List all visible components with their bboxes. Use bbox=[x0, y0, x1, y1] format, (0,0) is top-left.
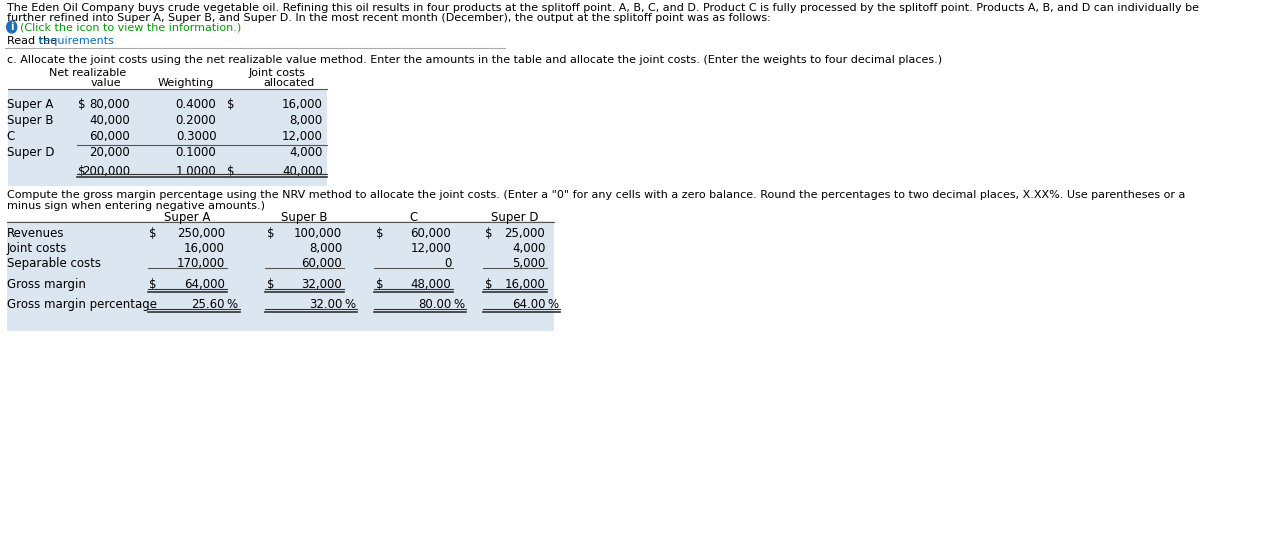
Text: 20,000: 20,000 bbox=[90, 146, 131, 159]
Text: 80.00: 80.00 bbox=[419, 298, 452, 311]
Text: 60,000: 60,000 bbox=[302, 257, 342, 270]
Text: $: $ bbox=[485, 278, 493, 291]
Text: $: $ bbox=[266, 227, 274, 240]
Text: 60,000: 60,000 bbox=[90, 130, 131, 143]
Text: Separable costs: Separable costs bbox=[6, 257, 101, 270]
Text: 40,000: 40,000 bbox=[282, 165, 323, 178]
Text: %: % bbox=[227, 298, 238, 311]
Text: 0: 0 bbox=[444, 257, 452, 270]
Text: requirements: requirements bbox=[38, 36, 114, 46]
Text: 4,000: 4,000 bbox=[289, 146, 323, 159]
Text: Net realizable: Net realizable bbox=[50, 68, 127, 78]
Text: Super B: Super B bbox=[6, 114, 54, 127]
Text: Joint costs: Joint costs bbox=[6, 242, 67, 255]
Text: %: % bbox=[547, 298, 558, 311]
Text: C: C bbox=[410, 211, 417, 224]
Text: 200,000: 200,000 bbox=[82, 165, 131, 178]
Text: value: value bbox=[91, 78, 122, 88]
Text: 0.2000: 0.2000 bbox=[175, 114, 216, 127]
Text: Revenues: Revenues bbox=[6, 227, 64, 240]
Text: Joint costs: Joint costs bbox=[248, 68, 305, 78]
Text: Gross margin percentage: Gross margin percentage bbox=[6, 298, 156, 311]
Text: minus sign when entering negative amounts.): minus sign when entering negative amount… bbox=[6, 201, 265, 211]
Text: 80,000: 80,000 bbox=[90, 98, 131, 111]
Text: c. Allocate the joint costs using the net realizable value method. Enter the amo: c. Allocate the joint costs using the ne… bbox=[6, 55, 942, 65]
Text: Read the: Read the bbox=[6, 36, 60, 46]
Text: i: i bbox=[10, 22, 14, 32]
Text: Super B: Super B bbox=[282, 211, 328, 224]
Text: 5,000: 5,000 bbox=[512, 257, 545, 270]
Text: 32.00: 32.00 bbox=[308, 298, 342, 311]
Text: 0.3000: 0.3000 bbox=[175, 130, 216, 143]
Text: 0.1000: 0.1000 bbox=[175, 146, 216, 159]
Text: $: $ bbox=[150, 227, 157, 240]
Text: C: C bbox=[6, 130, 15, 143]
Text: 170,000: 170,000 bbox=[177, 257, 225, 270]
FancyBboxPatch shape bbox=[9, 89, 328, 186]
Text: Compute the gross margin percentage using the NRV method to allocate the joint c: Compute the gross margin percentage usin… bbox=[6, 190, 1185, 200]
Text: (Click the icon to view the information.): (Click the icon to view the information.… bbox=[20, 23, 242, 33]
Text: allocated: allocated bbox=[264, 78, 315, 88]
Text: $: $ bbox=[150, 278, 157, 291]
Text: 8,000: 8,000 bbox=[308, 242, 342, 255]
Text: 25,000: 25,000 bbox=[504, 227, 545, 240]
Text: Super A: Super A bbox=[6, 98, 52, 111]
Text: 250,000: 250,000 bbox=[177, 227, 225, 240]
Text: $: $ bbox=[376, 278, 383, 291]
Text: 64.00: 64.00 bbox=[512, 298, 545, 311]
Text: 12,000: 12,000 bbox=[282, 130, 323, 143]
Text: 60,000: 60,000 bbox=[411, 227, 452, 240]
Text: Super D: Super D bbox=[492, 211, 539, 224]
Text: 16,000: 16,000 bbox=[504, 278, 545, 291]
FancyBboxPatch shape bbox=[6, 301, 554, 321]
FancyBboxPatch shape bbox=[6, 221, 554, 331]
Text: $: $ bbox=[227, 165, 234, 178]
Text: %: % bbox=[453, 298, 465, 311]
Text: Weighting: Weighting bbox=[157, 78, 214, 88]
Text: Super D: Super D bbox=[6, 146, 54, 159]
Text: $: $ bbox=[266, 278, 274, 291]
Text: 12,000: 12,000 bbox=[411, 242, 452, 255]
Text: further refined into Super A, Super B, and Super D. In the most recent month (De: further refined into Super A, Super B, a… bbox=[6, 13, 771, 23]
Text: Super A: Super A bbox=[164, 211, 210, 224]
Text: 100,000: 100,000 bbox=[294, 227, 342, 240]
Text: 1.0000: 1.0000 bbox=[175, 165, 216, 178]
Text: 64,000: 64,000 bbox=[184, 278, 225, 291]
Text: $: $ bbox=[376, 227, 383, 240]
Text: $: $ bbox=[485, 227, 493, 240]
Text: %: % bbox=[344, 298, 355, 311]
Text: 32,000: 32,000 bbox=[302, 278, 342, 291]
Text: 48,000: 48,000 bbox=[411, 278, 452, 291]
Text: 4,000: 4,000 bbox=[512, 242, 545, 255]
Text: 40,000: 40,000 bbox=[90, 114, 131, 127]
Text: 16,000: 16,000 bbox=[282, 98, 323, 111]
Text: Gross margin: Gross margin bbox=[6, 278, 86, 291]
Text: The Eden Oil Company buys crude vegetable oil. Refining this oil results in four: The Eden Oil Company buys crude vegetabl… bbox=[6, 3, 1198, 13]
Text: 0.4000: 0.4000 bbox=[175, 98, 216, 111]
Text: $: $ bbox=[78, 98, 86, 111]
Text: 25.60: 25.60 bbox=[191, 298, 225, 311]
Text: $: $ bbox=[227, 98, 234, 111]
Text: 16,000: 16,000 bbox=[184, 242, 225, 255]
Text: 8,000: 8,000 bbox=[289, 114, 323, 127]
Text: $: $ bbox=[78, 165, 86, 178]
Circle shape bbox=[6, 21, 17, 33]
